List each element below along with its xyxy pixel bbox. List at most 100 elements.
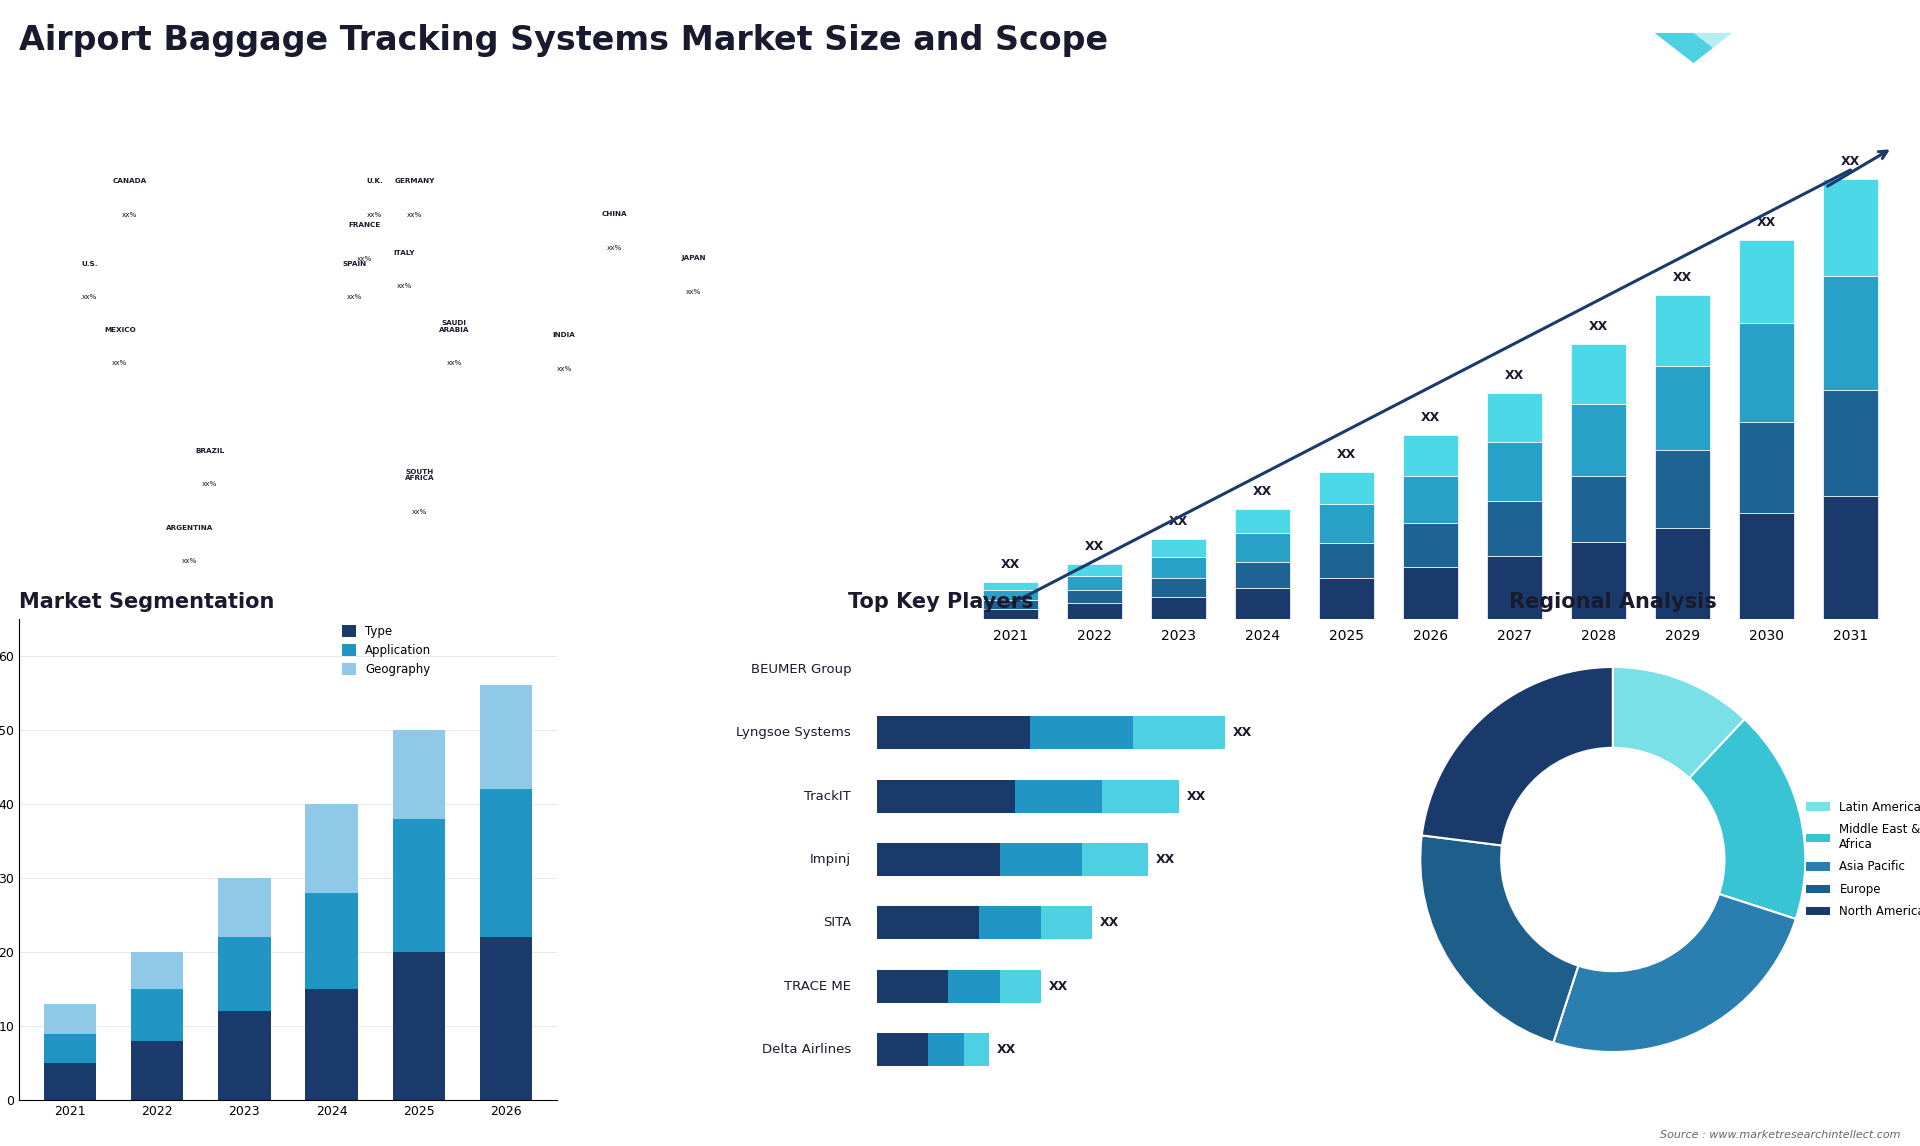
Text: XX: XX (1336, 448, 1356, 461)
Text: xx%: xx% (685, 289, 701, 295)
Text: xx%: xx% (411, 509, 426, 515)
Text: Impinj: Impinj (810, 853, 851, 866)
Text: Delta Airlines: Delta Airlines (762, 1043, 851, 1055)
Bar (1152, 557, 1206, 578)
Text: MARKET: MARKET (1784, 33, 1826, 41)
Text: Airport Baggage Tracking Systems Market Size and Scope: Airport Baggage Tracking Systems Market … (19, 24, 1108, 56)
Bar (1235, 509, 1290, 533)
Bar (1655, 367, 1709, 450)
Text: Source : www.marketresearchintellect.com: Source : www.marketresearchintellect.com (1661, 1130, 1901, 1140)
Bar (1068, 576, 1121, 590)
Bar (983, 599, 1037, 609)
Text: XX: XX (1588, 320, 1609, 332)
Bar (1488, 501, 1542, 556)
Bar (1319, 472, 1373, 504)
Text: XX: XX (1048, 980, 1068, 992)
Text: xx%: xx% (348, 295, 363, 300)
Bar (1740, 422, 1793, 512)
Bar (983, 590, 1037, 599)
Polygon shape (1693, 33, 1770, 63)
Bar (1740, 512, 1793, 619)
Bar (877, 716, 1031, 749)
Bar (1319, 504, 1373, 542)
Text: xx%: xx% (83, 295, 98, 300)
Text: xx%: xx% (202, 481, 217, 487)
Text: XX: XX (1100, 917, 1119, 929)
Title: Top Key Players: Top Key Players (849, 591, 1033, 612)
Bar (305, 804, 357, 893)
Bar (1488, 393, 1542, 442)
Text: XX: XX (1085, 540, 1104, 552)
Bar (219, 878, 271, 937)
Bar (1488, 442, 1542, 501)
Bar (1404, 435, 1457, 476)
Bar (1000, 843, 1081, 876)
Text: xx%: xx% (111, 360, 127, 367)
Polygon shape (1655, 33, 1732, 63)
Text: xx%: xx% (397, 283, 413, 289)
Bar (480, 790, 532, 937)
Bar (1655, 295, 1709, 367)
Bar (927, 1033, 964, 1066)
Bar (394, 730, 445, 818)
Bar (983, 582, 1037, 590)
Bar (44, 1004, 96, 1034)
Text: XX: XX (1672, 270, 1692, 284)
Text: TRACE ME: TRACE ME (783, 980, 851, 992)
Bar (1031, 716, 1133, 749)
Bar (877, 906, 979, 940)
Text: U.K.: U.K. (367, 179, 382, 185)
Text: xx%: xx% (447, 360, 463, 367)
Bar (480, 685, 532, 790)
Bar (1740, 323, 1793, 422)
Text: CANADA: CANADA (113, 179, 148, 185)
Bar (219, 937, 271, 1011)
Text: GERMANY: GERMANY (394, 179, 434, 185)
Bar (1488, 556, 1542, 619)
Bar (1235, 588, 1290, 619)
Text: XX: XX (1841, 155, 1860, 167)
Text: BEUMER Group: BEUMER Group (751, 664, 851, 676)
Bar (1571, 476, 1626, 542)
Wedge shape (1613, 667, 1745, 778)
Bar (305, 893, 357, 989)
Text: xx%: xx% (123, 212, 138, 218)
Text: INTELLECT: INTELLECT (1784, 68, 1837, 76)
Text: CHINA: CHINA (601, 211, 626, 218)
Text: xx%: xx% (367, 212, 382, 218)
Legend: Latin America, Middle East &
Africa, Asia Pacific, Europe, North America: Latin America, Middle East & Africa, Asi… (1801, 795, 1920, 924)
Title: Regional Analysis: Regional Analysis (1509, 591, 1716, 612)
Wedge shape (1690, 720, 1805, 919)
Bar (1152, 578, 1206, 597)
Bar (1068, 564, 1121, 576)
Bar (131, 989, 182, 1041)
Text: xx%: xx% (607, 245, 622, 251)
Wedge shape (1421, 835, 1578, 1043)
Bar (877, 843, 1000, 876)
Text: XX: XX (1233, 727, 1252, 739)
Text: Market Segmentation: Market Segmentation (19, 591, 275, 612)
Bar (1235, 562, 1290, 588)
Bar (1152, 597, 1206, 619)
Legend: Type, Application, Geography: Type, Application, Geography (336, 620, 436, 681)
Bar (131, 952, 182, 989)
Bar (1319, 578, 1373, 619)
Bar (1655, 528, 1709, 619)
Bar (1041, 906, 1092, 940)
Bar (219, 1011, 271, 1100)
Bar (1824, 275, 1878, 390)
Text: xx%: xx% (557, 366, 572, 371)
Text: FRANCE: FRANCE (348, 222, 380, 228)
Bar (1068, 604, 1121, 619)
Text: ARGENTINA: ARGENTINA (165, 525, 213, 531)
Text: XX: XX (1252, 485, 1273, 497)
Text: XX: XX (1421, 411, 1440, 424)
Bar (877, 970, 948, 1003)
Bar (394, 952, 445, 1100)
Bar (1571, 405, 1626, 476)
Text: SOUTH
AFRICA: SOUTH AFRICA (405, 469, 434, 481)
Bar (964, 1033, 989, 1066)
Bar (305, 989, 357, 1100)
Text: XX: XX (1156, 853, 1175, 866)
Bar (394, 818, 445, 952)
